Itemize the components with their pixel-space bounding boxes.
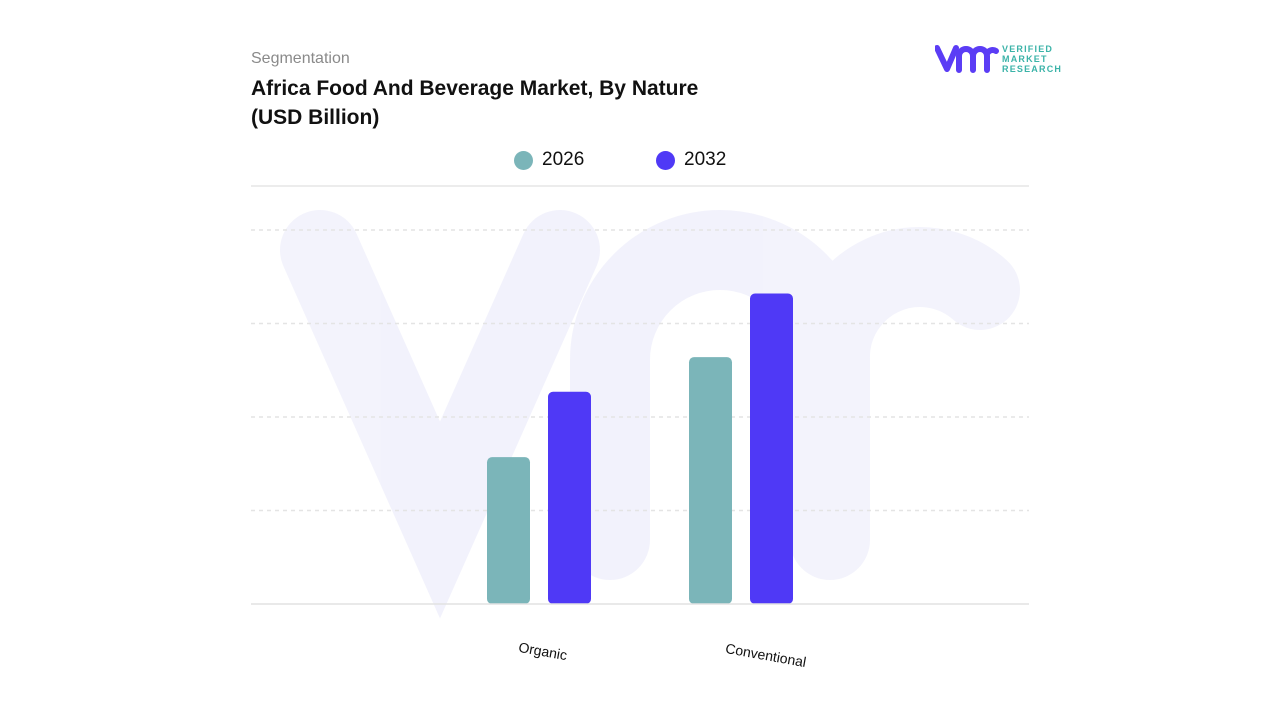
logo-line-1: VERIFIED	[1002, 44, 1054, 54]
legend-label-2032: 2032	[684, 149, 727, 170]
legend-item-2026: 2026	[514, 149, 584, 171]
bar-organic-2026	[487, 457, 530, 604]
title-line-2: (USD Billion)	[251, 106, 380, 129]
chart-title: Africa Food And Beverage Market, By Natu…	[251, 74, 771, 132]
logo-line-3: RESEARCH	[1002, 64, 1063, 74]
title-line-1: Africa Food And Beverage Market, By Natu…	[251, 77, 699, 100]
watermark	[280, 210, 1020, 619]
bar-conventional-2032	[750, 293, 793, 604]
x-tick-label: Organic	[517, 639, 568, 663]
bar-organic-2032	[548, 391, 591, 604]
bar-conventional-2026	[689, 357, 732, 604]
logo-wordmark: VERIFIED MARKET RESEARCH	[1002, 44, 1062, 74]
logo-line-2: MARKET	[1002, 54, 1048, 64]
vmr-logo-icon	[935, 45, 999, 73]
legend: 2026 2032	[0, 149, 1280, 173]
legend-label-2026: 2026	[542, 149, 585, 170]
legend-swatch-2026	[514, 150, 533, 170]
eyebrow-label: Segmentation	[251, 50, 350, 67]
x-tick-label: Conventional	[724, 640, 807, 670]
legend-item-2032: 2032	[656, 149, 726, 171]
legend-swatch-2032	[656, 150, 675, 170]
